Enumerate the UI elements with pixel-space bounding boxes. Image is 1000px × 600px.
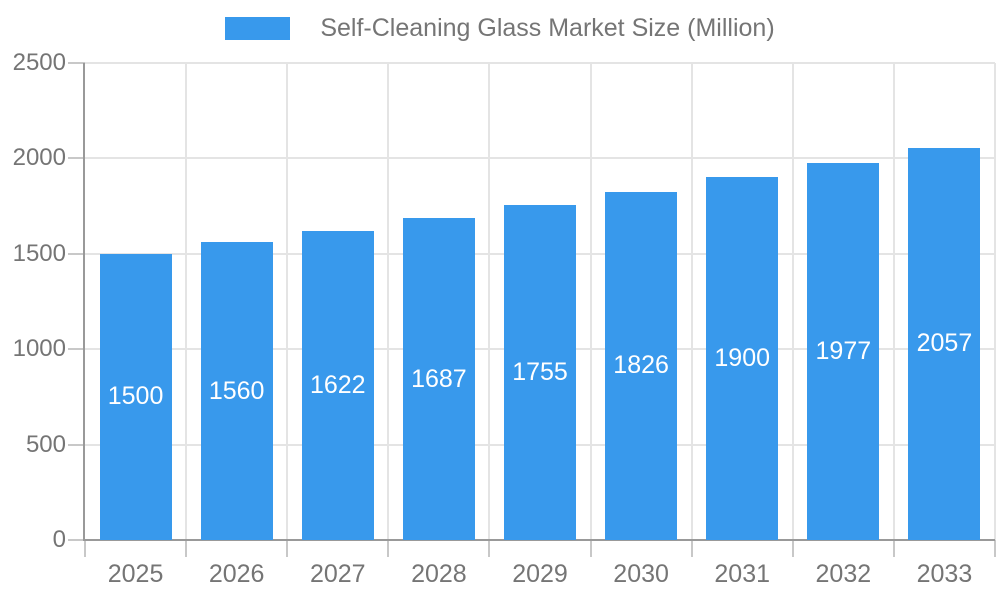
x-axis-label: 2032 (815, 560, 872, 588)
y-axis-tick (68, 252, 85, 255)
x-axis-tick (84, 540, 86, 557)
bar-value-label: 1977 (815, 336, 872, 365)
y-axis-label: 1500 (12, 239, 66, 267)
x-axis-tick (994, 540, 996, 557)
y-axis-line (83, 63, 85, 541)
x-axis-tick (690, 540, 693, 557)
gridline-horizontal (85, 62, 995, 64)
x-axis-label: 2027 (309, 560, 366, 588)
gridline-vertical (286, 63, 289, 540)
y-axis-tick (68, 443, 85, 446)
gridline-vertical (589, 63, 592, 540)
y-axis-label: 1000 (12, 335, 66, 363)
bar-value-label: 1900 (714, 344, 771, 373)
bar-2027[interactable]: 1622 (301, 230, 374, 540)
bar-value-label: 2057 (916, 329, 973, 358)
bar-2028[interactable]: 1687 (402, 218, 475, 540)
bar-value-label: 1826 (613, 351, 669, 380)
bar-value-label: 1560 (208, 376, 265, 405)
x-axis-label: 2025 (107, 560, 164, 588)
y-axis-label: 500 (25, 430, 66, 458)
gridline-vertical (488, 63, 491, 540)
legend-swatch (225, 17, 291, 40)
y-axis-tick (68, 539, 85, 541)
x-axis-label: 2026 (208, 560, 265, 588)
bar-2033[interactable]: 2057 (908, 147, 981, 540)
gridline-vertical (994, 63, 996, 540)
bar-2026[interactable]: 1560 (200, 242, 273, 540)
x-axis-label: 2033 (916, 560, 973, 588)
y-axis-label: 2500 (12, 49, 66, 76)
bar-value-label: 1622 (309, 370, 366, 399)
bar-2029[interactable]: 1755 (504, 205, 576, 540)
bar-2025[interactable]: 1500 (99, 253, 172, 540)
x-axis-line (83, 539, 995, 541)
y-axis-label: 2000 (12, 144, 66, 172)
gridline-vertical (690, 63, 693, 540)
bar-value-label: 1687 (411, 364, 467, 393)
y-axis-tick (68, 348, 85, 351)
x-axis-tick (185, 540, 188, 557)
x-axis-tick (892, 540, 895, 557)
x-axis-label: 2029 (512, 560, 568, 588)
x-axis-label: 2031 (714, 560, 771, 588)
gridline-horizontal (85, 157, 995, 160)
legend-item[interactable]: Self-Cleaning Glass Market Size (Million… (0, 14, 1000, 43)
gridline-vertical (387, 63, 390, 540)
bar-2032[interactable]: 1977 (807, 162, 880, 540)
gridline-vertical (791, 63, 794, 540)
bar-value-label: 1755 (512, 358, 568, 387)
bar-value-label: 1500 (107, 382, 164, 411)
x-axis-tick (387, 540, 390, 557)
bar-2030[interactable]: 1826 (605, 191, 678, 540)
y-axis-tick (68, 62, 85, 64)
gridline-vertical (892, 63, 895, 540)
chart-title: Self-Cleaning Glass Market Size (Million… (320, 14, 775, 42)
x-axis-tick (589, 540, 592, 557)
gridline-vertical (185, 63, 188, 540)
x-axis-tick (488, 540, 491, 557)
y-axis-tick (68, 157, 85, 160)
x-axis-label: 2030 (613, 560, 669, 588)
bar-2031[interactable]: 1900 (706, 177, 779, 540)
x-axis-label: 2028 (411, 560, 467, 588)
x-axis-tick (791, 540, 794, 557)
y-axis-label: 0 (52, 526, 66, 553)
x-axis-tick (286, 540, 289, 557)
